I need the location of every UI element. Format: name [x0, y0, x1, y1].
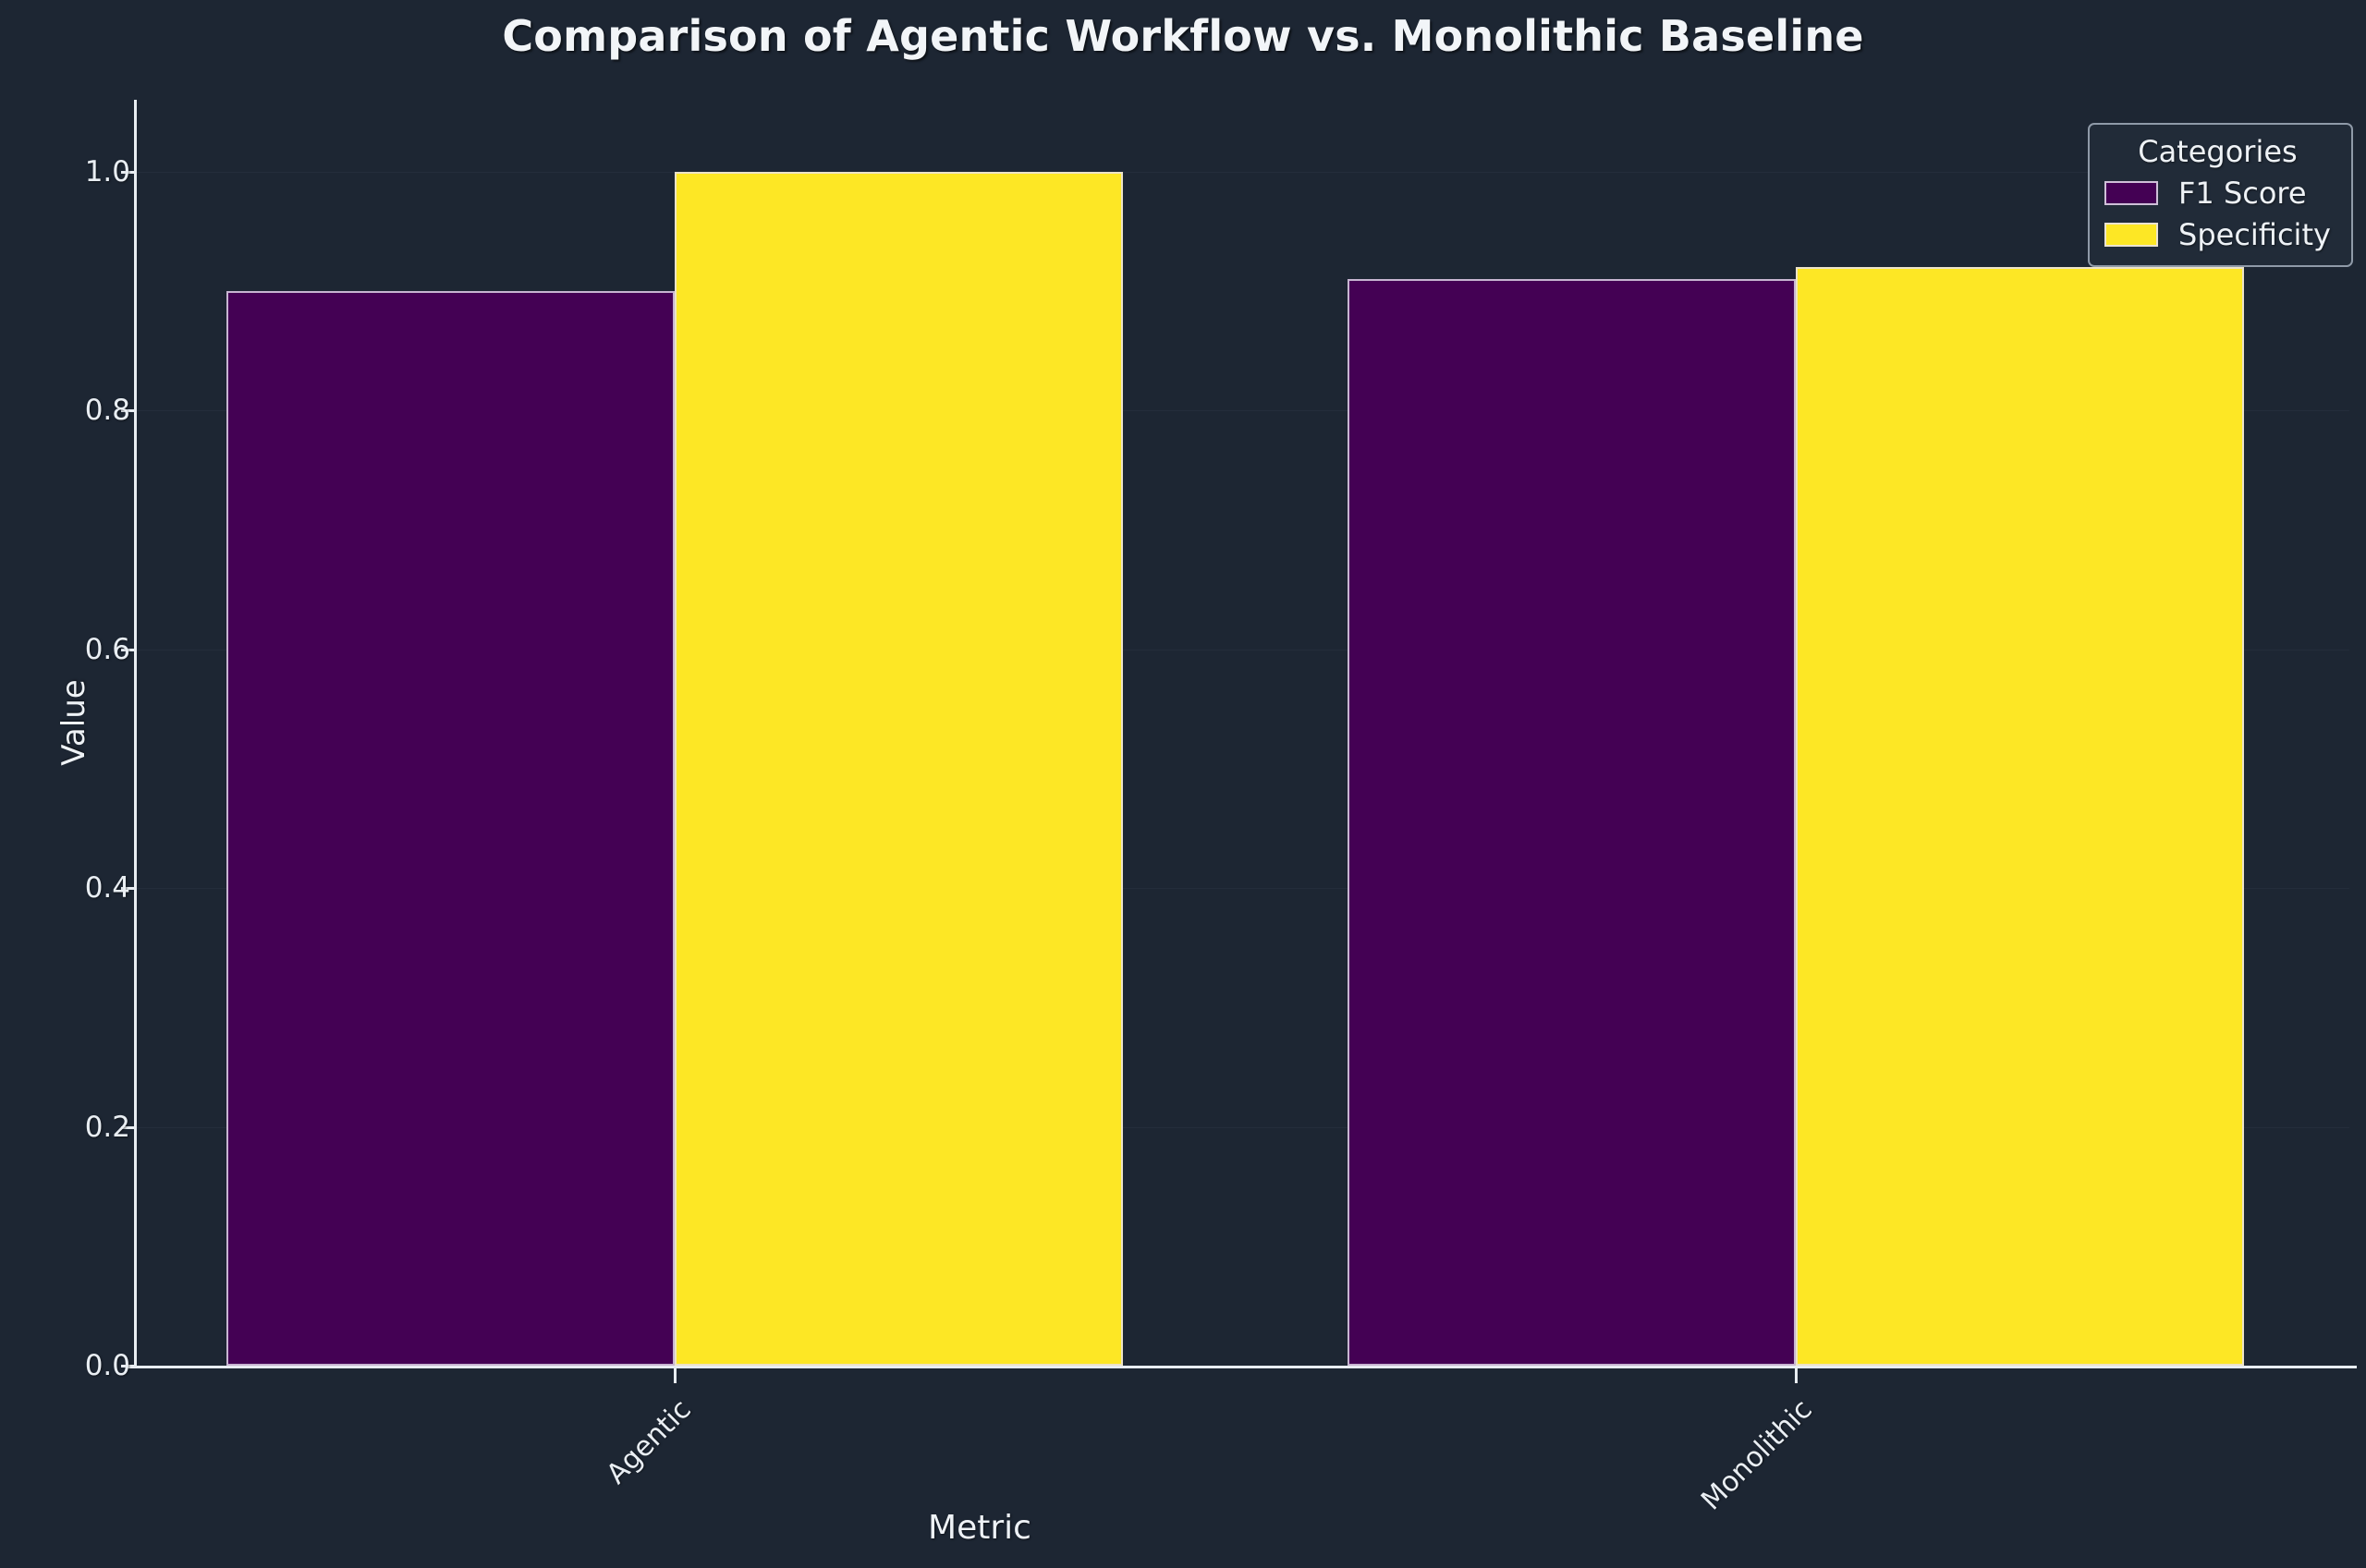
y-tick-label: 1.0: [84, 155, 130, 188]
legend-entry[interactable]: Specificity: [2104, 217, 2331, 252]
y-tick-label: 0.6: [84, 632, 130, 666]
gridline: [135, 888, 2349, 890]
legend-label: Specificity: [2178, 217, 2331, 252]
x-axis-spine: [128, 1366, 2357, 1368]
y-tick-mark: [121, 171, 134, 174]
legend-label: F1 Score: [2178, 176, 2307, 211]
y-tick-label: 0.0: [84, 1349, 130, 1382]
bar-agentic-specificity[interactable]: [675, 172, 1123, 1366]
gridline: [135, 1126, 2349, 1128]
legend-title: Categories: [2138, 134, 2298, 169]
x-tick-mark: [674, 1368, 677, 1383]
legend-entries: F1 Score Specificity: [2104, 176, 2331, 252]
y-tick-mark: [121, 648, 134, 651]
gridline: [135, 410, 2349, 412]
y-tick-label: 0.2: [84, 1110, 130, 1144]
legend[interactable]: Categories F1 Score Specificity: [2088, 123, 2353, 267]
y-axis-spine: [134, 100, 137, 1368]
chart-title: Comparison of Agentic Workflow vs. Monol…: [502, 11, 1864, 61]
x-axis-title: Metric: [928, 1509, 1031, 1547]
gridline: [135, 172, 2349, 173]
y-tick-mark: [121, 1125, 134, 1129]
y-tick-mark: [121, 887, 134, 891]
legend-entry[interactable]: F1 Score: [2104, 176, 2331, 211]
legend-swatch-icon: [2104, 223, 2158, 247]
bar-agentic-f1-score[interactable]: [226, 291, 675, 1366]
y-tick-label: 0.4: [84, 871, 130, 906]
legend-swatch-icon: [2104, 181, 2158, 205]
y-tick-mark: [121, 409, 134, 413]
bar-monolithic-specificity[interactable]: [1796, 267, 2244, 1366]
y-tick-mark: [121, 1365, 134, 1367]
y-tick-label: 0.8: [84, 394, 130, 428]
plot-area: [135, 106, 2349, 1367]
bar-monolithic-f1-score[interactable]: [1348, 279, 1796, 1366]
x-tick-mark: [1795, 1368, 1798, 1383]
y-axis-title: Value: [55, 679, 92, 766]
